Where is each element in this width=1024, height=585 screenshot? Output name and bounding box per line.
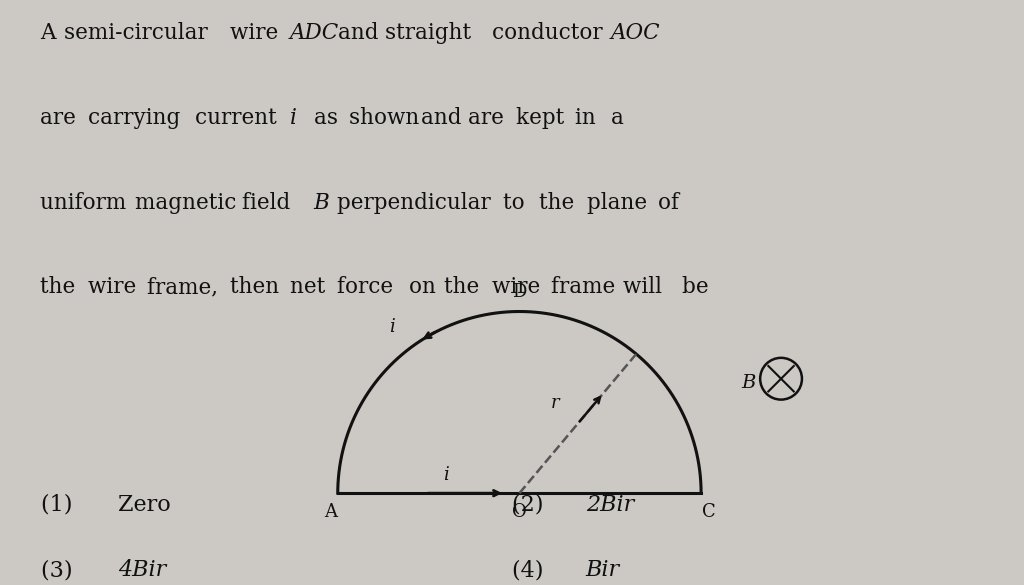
Text: i: i xyxy=(443,466,449,484)
Text: ADC: ADC xyxy=(290,22,346,44)
Text: frame: frame xyxy=(551,276,623,298)
Text: field: field xyxy=(242,191,297,214)
Text: of: of xyxy=(657,191,686,214)
Text: the: the xyxy=(444,276,486,298)
Text: a: a xyxy=(611,106,631,129)
Text: r: r xyxy=(551,394,559,412)
Text: wire: wire xyxy=(88,276,143,298)
Text: C: C xyxy=(701,503,715,521)
Text: AOC: AOC xyxy=(610,22,668,44)
Text: carrying: carrying xyxy=(88,106,187,129)
Text: perpendicular: perpendicular xyxy=(337,191,498,214)
Text: O: O xyxy=(512,503,526,521)
Text: A: A xyxy=(40,22,62,44)
Text: are: are xyxy=(468,106,511,129)
Text: Zero: Zero xyxy=(118,494,171,516)
Text: D: D xyxy=(512,283,526,301)
Text: force: force xyxy=(337,276,400,298)
Text: to: to xyxy=(504,191,531,214)
Text: the: the xyxy=(539,191,582,214)
Text: and: and xyxy=(338,22,385,44)
Text: kept: kept xyxy=(516,106,571,129)
Text: (2): (2) xyxy=(512,494,558,516)
Text: wire: wire xyxy=(230,22,286,44)
Text: straight: straight xyxy=(385,22,478,44)
Text: B: B xyxy=(741,374,756,392)
Text: Bir: Bir xyxy=(586,559,620,581)
Text: i: i xyxy=(290,106,303,129)
Text: (4): (4) xyxy=(512,559,558,581)
Text: 2Bir: 2Bir xyxy=(586,494,634,516)
Text: in: in xyxy=(575,106,603,129)
Text: A: A xyxy=(324,503,337,521)
Text: uniform: uniform xyxy=(40,191,133,214)
Text: wire: wire xyxy=(492,276,547,298)
Text: i: i xyxy=(389,318,394,336)
Text: conductor: conductor xyxy=(493,22,609,44)
Text: and: and xyxy=(421,106,468,129)
Text: 4Bir: 4Bir xyxy=(118,559,166,581)
Text: net: net xyxy=(290,276,332,298)
Text: magnetic: magnetic xyxy=(135,191,244,214)
Text: (3): (3) xyxy=(41,559,87,581)
Text: frame,: frame, xyxy=(147,276,225,298)
Text: current: current xyxy=(195,106,284,129)
Text: be: be xyxy=(682,276,716,298)
Text: the: the xyxy=(40,276,83,298)
Text: as: as xyxy=(313,106,345,129)
Text: shown: shown xyxy=(349,106,427,129)
Text: on: on xyxy=(409,276,442,298)
Text: (1): (1) xyxy=(41,494,87,516)
Text: B: B xyxy=(313,191,336,214)
Text: plane: plane xyxy=(587,191,653,214)
Text: then: then xyxy=(230,276,287,298)
Text: are: are xyxy=(40,106,83,129)
Text: will: will xyxy=(623,276,669,298)
Text: semi-circular: semi-circular xyxy=(65,22,215,44)
